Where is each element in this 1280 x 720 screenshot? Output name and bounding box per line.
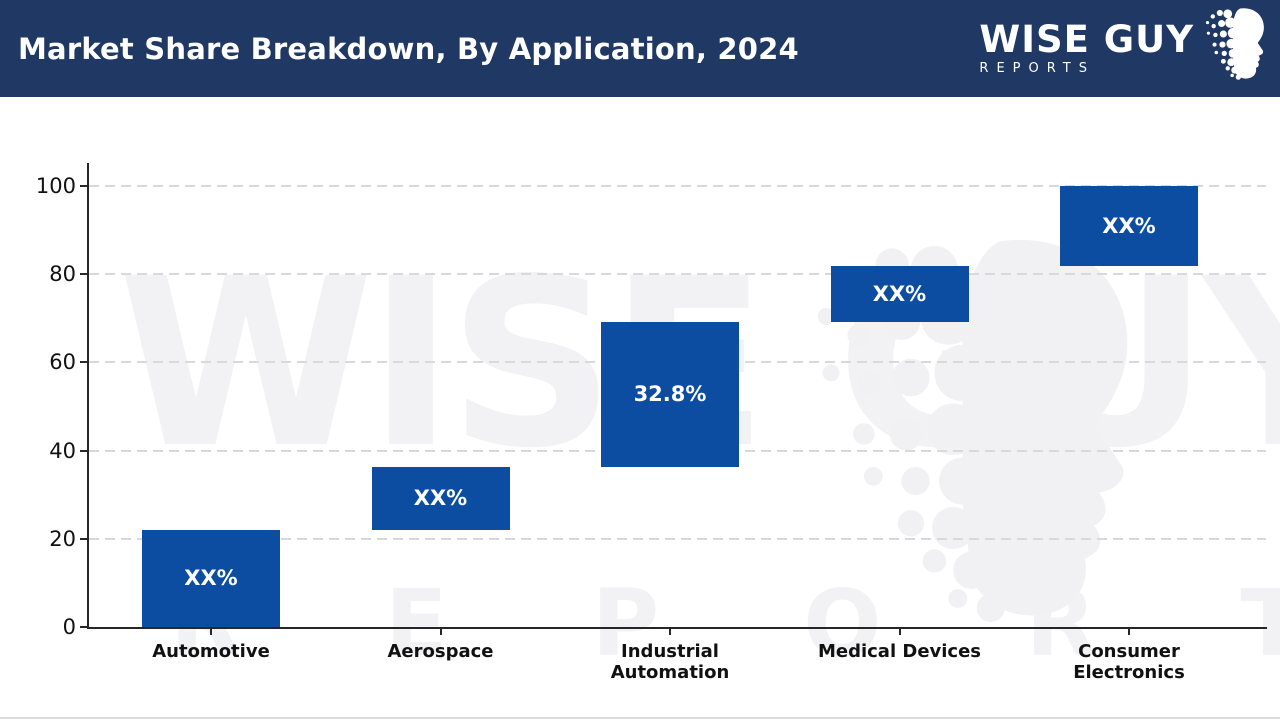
logo-wordmark: WISE GUY — [979, 18, 1194, 61]
x-tick-mark-medical-devices — [898, 627, 901, 635]
bar-value-label: XX% — [184, 566, 238, 591]
bar-value-label: XX% — [872, 281, 927, 306]
bar-automotive: XX% — [142, 530, 280, 627]
bar-value-label: XX% — [413, 486, 468, 511]
header-bar: Market Share Breakdown, By Application, … — [0, 0, 1280, 97]
gridline-100 — [89, 185, 1266, 188]
x-category-label-automotive: Automotive — [152, 641, 270, 662]
watermark-subtitle: R E P O R T S — [170, 570, 1280, 677]
gridline-80 — [89, 273, 1266, 276]
x-tick-mark-consumer-electronics — [1128, 627, 1130, 635]
x-category-label-industrial-automation: Industrial Automation — [610, 641, 730, 683]
wise-guy-logo: WISE GUY REPORTS — [979, 5, 1272, 93]
x-category-label-aerospace: Aerospace — [387, 641, 494, 662]
x-tick-mark-automotive — [210, 627, 212, 635]
bar-medical-devices: XX% — [830, 265, 969, 322]
y-tick-mark-100 — [80, 185, 88, 188]
y-tick-mark-40 — [80, 449, 88, 452]
y-tick-label-100: 100 — [35, 174, 76, 199]
y-tick-label-20: 20 — [49, 526, 76, 551]
logo-subtitle: REPORTS — [979, 61, 1096, 76]
bottom-divider — [0, 717, 1280, 719]
gridline-20 — [89, 537, 1266, 540]
y-tick-label-0: 0 — [62, 615, 76, 639]
y-tick-mark-80 — [80, 273, 88, 276]
y-axis-line — [87, 163, 89, 629]
x-axis-line — [87, 627, 1267, 629]
wise-guy-logo-text: WISE GUY REPORTS — [979, 21, 1194, 76]
x-category-label-medical-devices: Medical Devices — [817, 641, 982, 662]
wise-guy-face-icon — [1205, 7, 1264, 80]
bar-aerospace: XX% — [371, 466, 510, 530]
y-tick-label-80: 80 — [49, 262, 76, 287]
y-tick-label-40: 40 — [49, 438, 76, 463]
x-tick-mark-aerospace — [439, 627, 442, 635]
bar-value-label: 32.8% — [633, 382, 707, 407]
bar-industrial-automation: 32.8% — [601, 321, 739, 467]
bar-consumer-electronics: XX% — [1060, 186, 1198, 266]
bar-value-label: XX% — [1102, 214, 1156, 239]
y-tick-label-60: 60 — [49, 350, 76, 375]
y-tick-mark-0 — [80, 626, 88, 628]
y-tick-mark-20 — [80, 537, 88, 540]
x-tick-mark-industrial-automation — [669, 627, 671, 635]
page-title: Market Share Breakdown, By Application, … — [18, 31, 799, 66]
y-tick-mark-60 — [80, 361, 88, 364]
x-category-label-consumer-electronics: Consumer Electronics — [1073, 641, 1185, 683]
